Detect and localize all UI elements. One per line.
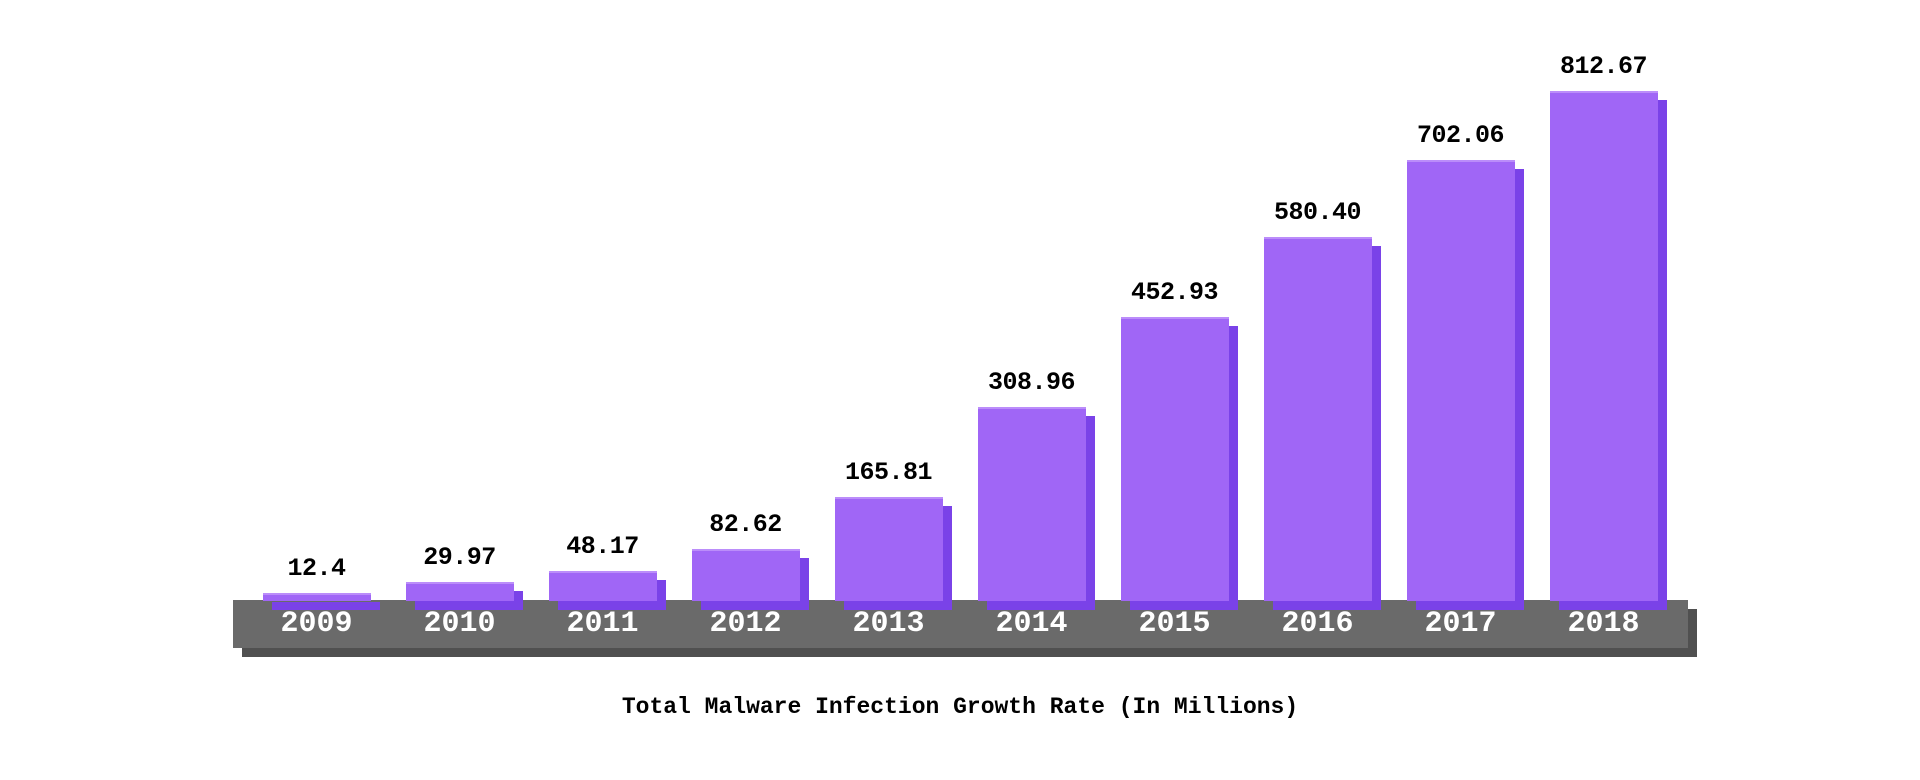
bar-slot: 580.40 — [1259, 198, 1376, 601]
bar-slot: 48.17 — [544, 532, 661, 601]
x-axis-label: 2016 — [1259, 607, 1376, 641]
x-axis-label: 2015 — [1116, 607, 1233, 641]
bar-face — [406, 582, 514, 601]
bar — [1121, 317, 1229, 601]
x-axis-label: 2009 — [258, 607, 375, 641]
bar-slot: 308.96 — [973, 368, 1090, 601]
bar-value-label: 702.06 — [1417, 121, 1504, 150]
bar-value-label: 12.4 — [287, 554, 345, 583]
bar — [1264, 237, 1372, 601]
bar-shadow — [272, 602, 380, 610]
bar — [692, 549, 800, 601]
bar — [1407, 160, 1515, 601]
bar-value-label: 812.67 — [1560, 52, 1647, 81]
x-axis-label: 2010 — [401, 607, 518, 641]
x-axis-label: 2012 — [687, 607, 804, 641]
x-axis-label: 2018 — [1545, 607, 1662, 641]
bar-face — [835, 497, 943, 601]
bar-slot: 12.4 — [258, 554, 375, 601]
bar-slot: 29.97 — [401, 543, 518, 601]
bar-value-label: 29.97 — [423, 543, 496, 572]
bar-slot: 165.81 — [830, 458, 947, 601]
bar — [1550, 91, 1658, 601]
x-axis-label: 2014 — [973, 607, 1090, 641]
bar-value-label: 308.96 — [988, 368, 1075, 397]
bar — [978, 407, 1086, 601]
bar-slot: 702.06 — [1402, 121, 1519, 601]
bar-face — [1550, 91, 1658, 601]
bar — [835, 497, 943, 601]
x-axis-label: 2017 — [1402, 607, 1519, 641]
bar-face — [1407, 160, 1515, 601]
bar — [549, 571, 657, 601]
bar-slot: 452.93 — [1116, 278, 1233, 601]
bar-face — [978, 407, 1086, 601]
bar-slot: 82.62 — [687, 510, 804, 601]
x-axis-label: 2013 — [830, 607, 947, 641]
bar-face — [263, 593, 371, 601]
bar-value-label: 82.62 — [709, 510, 782, 539]
bar — [263, 593, 371, 601]
bar-face — [1264, 237, 1372, 601]
bars-area: 12.4 29.97 48.17 82.62 165.81 308.96 452.93 580… — [258, 41, 1662, 601]
bar-value-label: 165.81 — [845, 458, 932, 487]
bar-face — [549, 571, 657, 601]
bar-face — [1121, 317, 1229, 601]
bar — [406, 582, 514, 601]
bar-slot: 812.67 — [1545, 52, 1662, 601]
malware-growth-chart: 12.4 29.97 48.17 82.62 165.81 308.96 452.93 580… — [233, 41, 1688, 720]
bar-value-label: 452.93 — [1131, 278, 1218, 307]
bar-value-label: 48.17 — [566, 532, 639, 561]
x-axis-label: 2011 — [544, 607, 661, 641]
bar-face — [692, 549, 800, 601]
bar-value-label: 580.40 — [1274, 198, 1361, 227]
chart-caption: Total Malware Infection Growth Rate (In … — [622, 694, 1298, 720]
